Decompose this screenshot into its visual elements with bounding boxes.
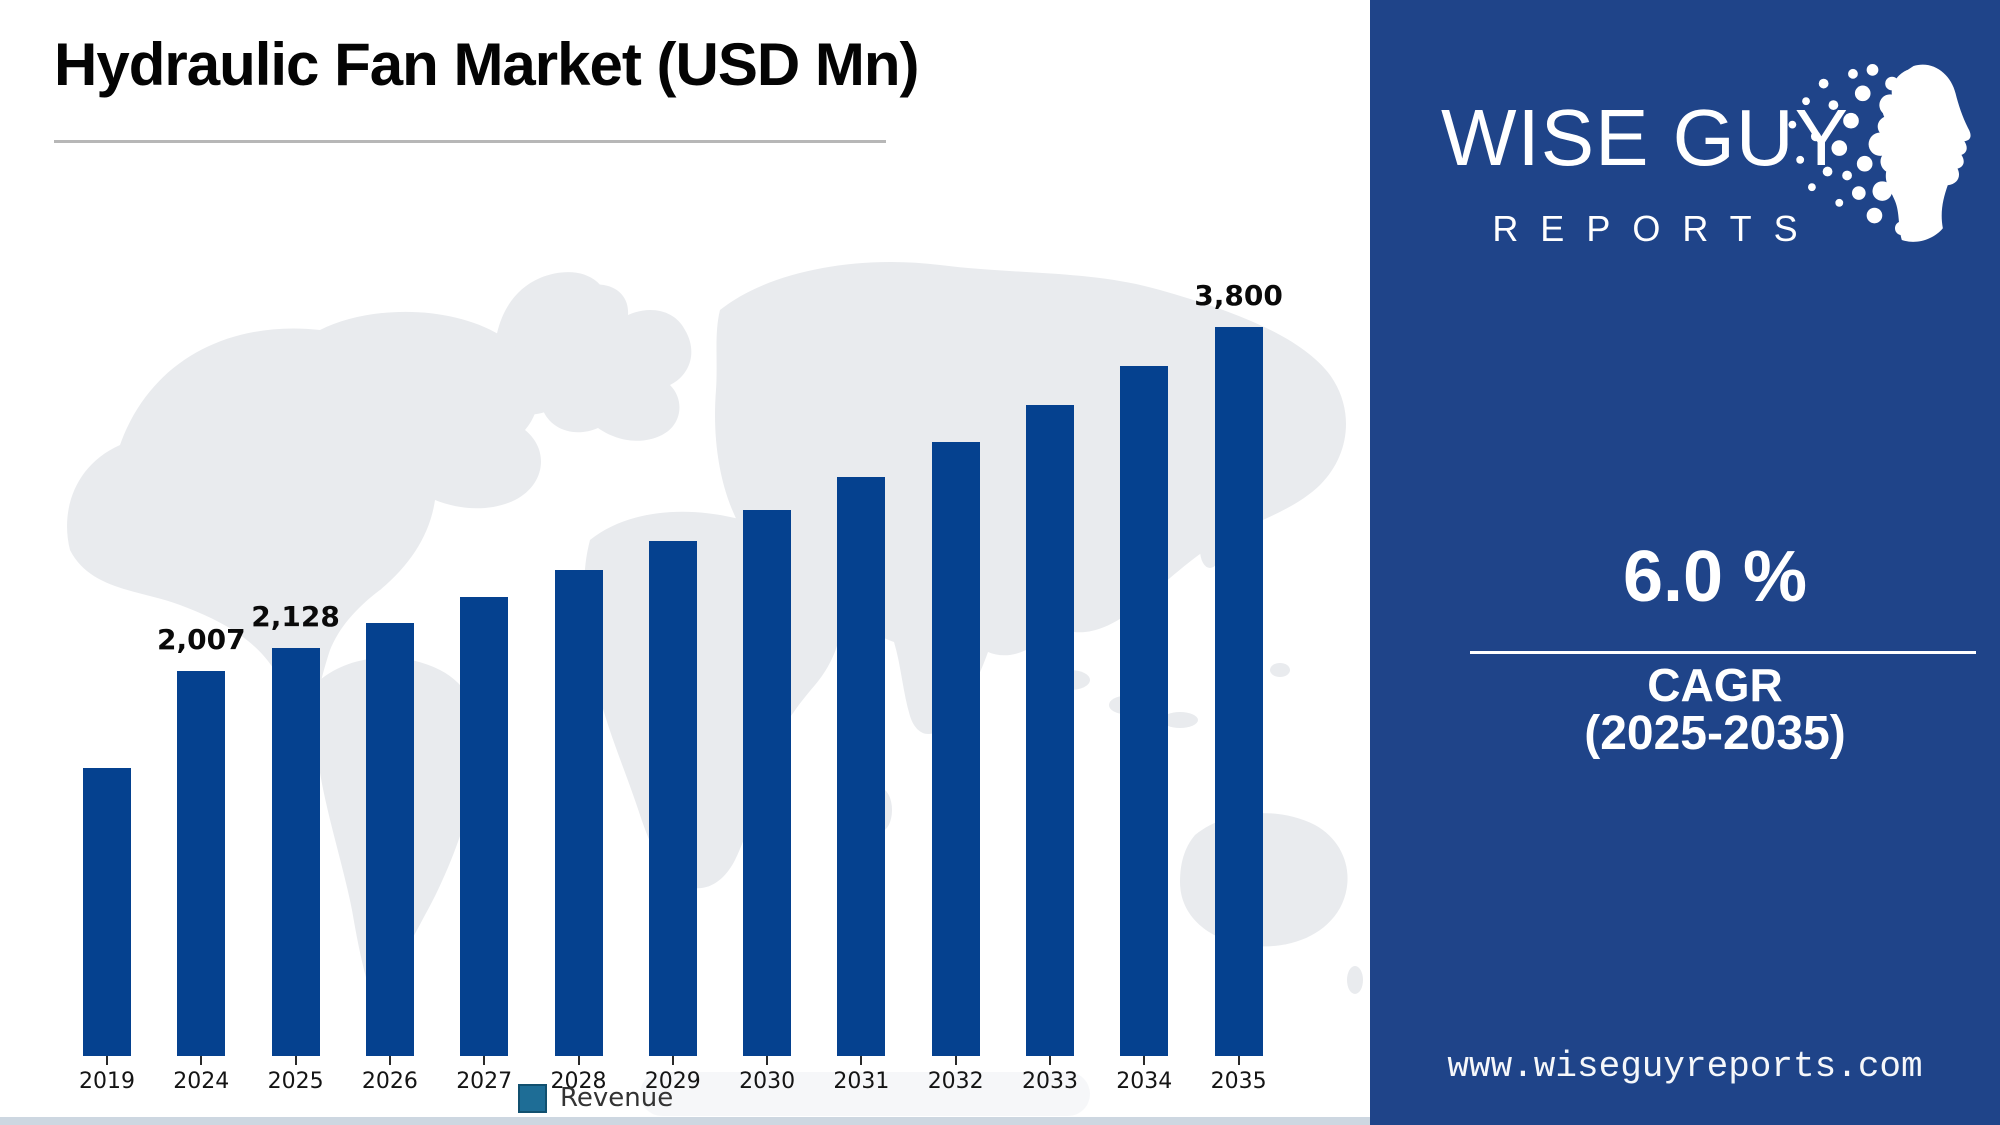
panel-divider (1470, 651, 1976, 654)
x-axis-label-2031: 2031 (833, 1069, 890, 1094)
watermark-swoosh (640, 1072, 1090, 1116)
x-axis-tick (294, 1056, 297, 1065)
bar-2029 (648, 541, 697, 1056)
bar-2034 (1120, 366, 1169, 1056)
title-underline (54, 140, 886, 143)
bar-2028 (554, 570, 603, 1056)
wiseguy-logo-subtext: REPORTS (1492, 208, 1820, 249)
x-axis-label-2029: 2029 (644, 1069, 701, 1094)
x-axis-tick (388, 1056, 391, 1065)
x-axis-tick (860, 1056, 863, 1065)
wiseguy-logo-text: WISE GUY (1440, 93, 1850, 182)
bottom-strip (0, 1117, 1370, 1125)
x-axis-label-2024: 2024 (173, 1069, 230, 1094)
x-axis-label-2027: 2027 (456, 1069, 513, 1094)
bar-2031 (837, 477, 886, 1056)
x-axis-label-2025: 2025 (267, 1069, 324, 1094)
x-axis-label-2028: 2028 (550, 1069, 607, 1094)
side-panel: WISE GUY REPORTS 6.0 % (1370, 0, 2000, 1125)
bar-chart: 2019 2024 2,007 2025 2,128 2026 2027 2028 2029 20… (79, 279, 1283, 1094)
x-axis-label-2026: 2026 (361, 1069, 418, 1094)
x-axis-tick (1049, 1056, 1051, 1065)
bar-2019 (83, 768, 131, 1056)
bar-2033 (1026, 405, 1074, 1056)
x-axis-tick (766, 1056, 769, 1065)
cagr-label: CAGR (1647, 659, 1783, 711)
x-axis-tick (1143, 1056, 1146, 1065)
cagr-value: 6.0 % (1622, 537, 1808, 617)
x-axis-label-2032: 2032 (927, 1069, 984, 1094)
chart-legend: Revenue (518, 1083, 673, 1113)
x-axis-label-2033: 2033 (1022, 1069, 1078, 1094)
x-axis-tick (106, 1056, 108, 1065)
bar-2026 (365, 623, 414, 1056)
x-axis-label-2030: 2030 (739, 1069, 796, 1094)
bar-2025 (271, 648, 320, 1056)
cagr-period: (2025-2035) (1584, 707, 1846, 760)
bar-value-label-2035: 3,800 (1194, 279, 1283, 312)
bar-2024 (177, 671, 226, 1056)
legend-label: Revenue (560, 1083, 674, 1113)
x-axis-label-2035: 2035 (1210, 1069, 1267, 1094)
wiseguy-head-logo-icon (1781, 64, 1971, 242)
x-axis-tick (671, 1056, 674, 1065)
bar-2027 (460, 597, 509, 1056)
x-axis-tick (483, 1056, 486, 1065)
x-axis-tick (200, 1056, 203, 1065)
bar-2035 (1214, 327, 1263, 1056)
x-axis-tick (954, 1056, 957, 1065)
legend-swatch (518, 1083, 547, 1113)
bar-value-label-2025: 2,128 (251, 600, 340, 633)
x-axis-label-2019: 2019 (79, 1069, 135, 1094)
x-axis-label-2034: 2034 (1116, 1069, 1173, 1094)
bar-2030 (743, 510, 792, 1056)
x-axis-tick (577, 1056, 580, 1065)
x-axis-tick (1237, 1056, 1240, 1065)
website-url[interactable]: www.wiseguyreports.com (1447, 1046, 1923, 1087)
bar-value-label-2024: 2,007 (157, 623, 246, 656)
page-title: Hydraulic Fan Market (USD Mn) (54, 31, 919, 98)
bar-2032 (931, 442, 980, 1056)
